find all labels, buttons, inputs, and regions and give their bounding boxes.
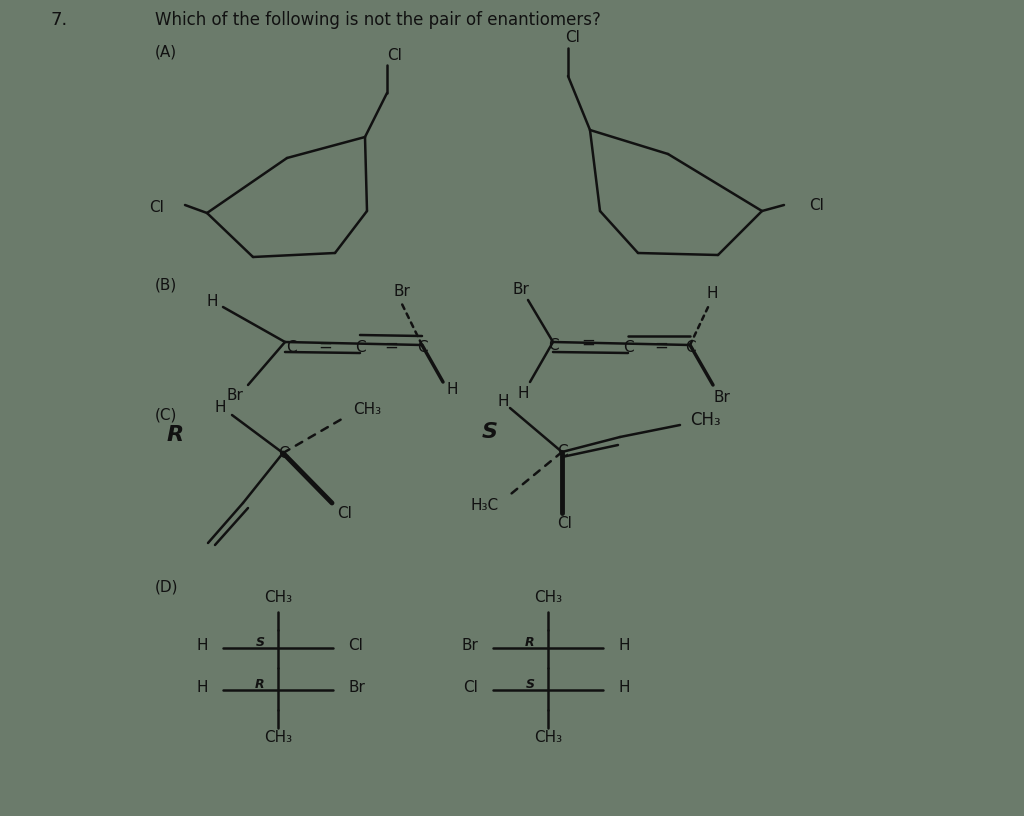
Text: H: H bbox=[197, 680, 208, 694]
Text: Cl: Cl bbox=[338, 505, 352, 521]
Text: C: C bbox=[354, 340, 366, 356]
Text: CH₃: CH₃ bbox=[264, 730, 292, 746]
Text: S: S bbox=[525, 678, 535, 691]
Text: Br: Br bbox=[513, 282, 529, 298]
Text: H: H bbox=[214, 401, 225, 415]
Text: H: H bbox=[197, 637, 208, 653]
Text: Br: Br bbox=[348, 680, 365, 694]
Text: Cl: Cl bbox=[348, 637, 362, 653]
Text: H: H bbox=[707, 286, 718, 300]
Text: R: R bbox=[167, 425, 183, 445]
Text: H₃C: H₃C bbox=[471, 498, 499, 512]
Text: C: C bbox=[685, 340, 695, 356]
Text: Br: Br bbox=[226, 388, 244, 402]
Text: (A): (A) bbox=[155, 45, 177, 60]
Text: (B): (B) bbox=[155, 277, 177, 292]
Text: Cl: Cl bbox=[150, 201, 165, 215]
Text: 7.: 7. bbox=[50, 11, 68, 29]
Text: Cl: Cl bbox=[387, 47, 402, 63]
Text: C: C bbox=[286, 340, 296, 356]
Text: H: H bbox=[618, 680, 630, 694]
Text: C: C bbox=[548, 338, 558, 353]
Text: =: = bbox=[318, 337, 332, 355]
Text: (D): (D) bbox=[155, 579, 178, 595]
Text: S: S bbox=[482, 422, 498, 442]
Text: Br: Br bbox=[461, 637, 478, 653]
Text: CH₃: CH₃ bbox=[534, 730, 562, 746]
Text: C: C bbox=[557, 445, 567, 459]
Text: H: H bbox=[206, 295, 218, 309]
Text: CH₃: CH₃ bbox=[690, 411, 720, 429]
Text: =: = bbox=[581, 334, 595, 352]
Text: =: = bbox=[384, 337, 398, 355]
Text: Cl: Cl bbox=[810, 198, 824, 214]
Text: R: R bbox=[525, 636, 535, 650]
Text: H: H bbox=[517, 387, 528, 401]
Text: R: R bbox=[255, 678, 265, 691]
Text: S: S bbox=[256, 636, 264, 650]
Text: H: H bbox=[618, 637, 630, 653]
Text: H: H bbox=[446, 383, 458, 397]
Text: CH₃: CH₃ bbox=[264, 591, 292, 605]
Text: Cl: Cl bbox=[565, 30, 581, 46]
Text: Cl: Cl bbox=[557, 516, 572, 530]
Text: C: C bbox=[417, 340, 427, 356]
Text: C: C bbox=[278, 446, 289, 460]
Text: Br: Br bbox=[393, 285, 411, 299]
Text: CH₃: CH₃ bbox=[353, 401, 381, 416]
Text: =: = bbox=[654, 337, 668, 355]
Text: (C): (C) bbox=[155, 407, 177, 423]
Text: C: C bbox=[623, 340, 633, 356]
Text: Which of the following is not the pair of enantiomers?: Which of the following is not the pair o… bbox=[155, 11, 601, 29]
Text: Br: Br bbox=[714, 389, 730, 405]
Text: H: H bbox=[498, 394, 509, 410]
Text: CH₃: CH₃ bbox=[534, 591, 562, 605]
Text: Cl: Cl bbox=[463, 680, 478, 694]
